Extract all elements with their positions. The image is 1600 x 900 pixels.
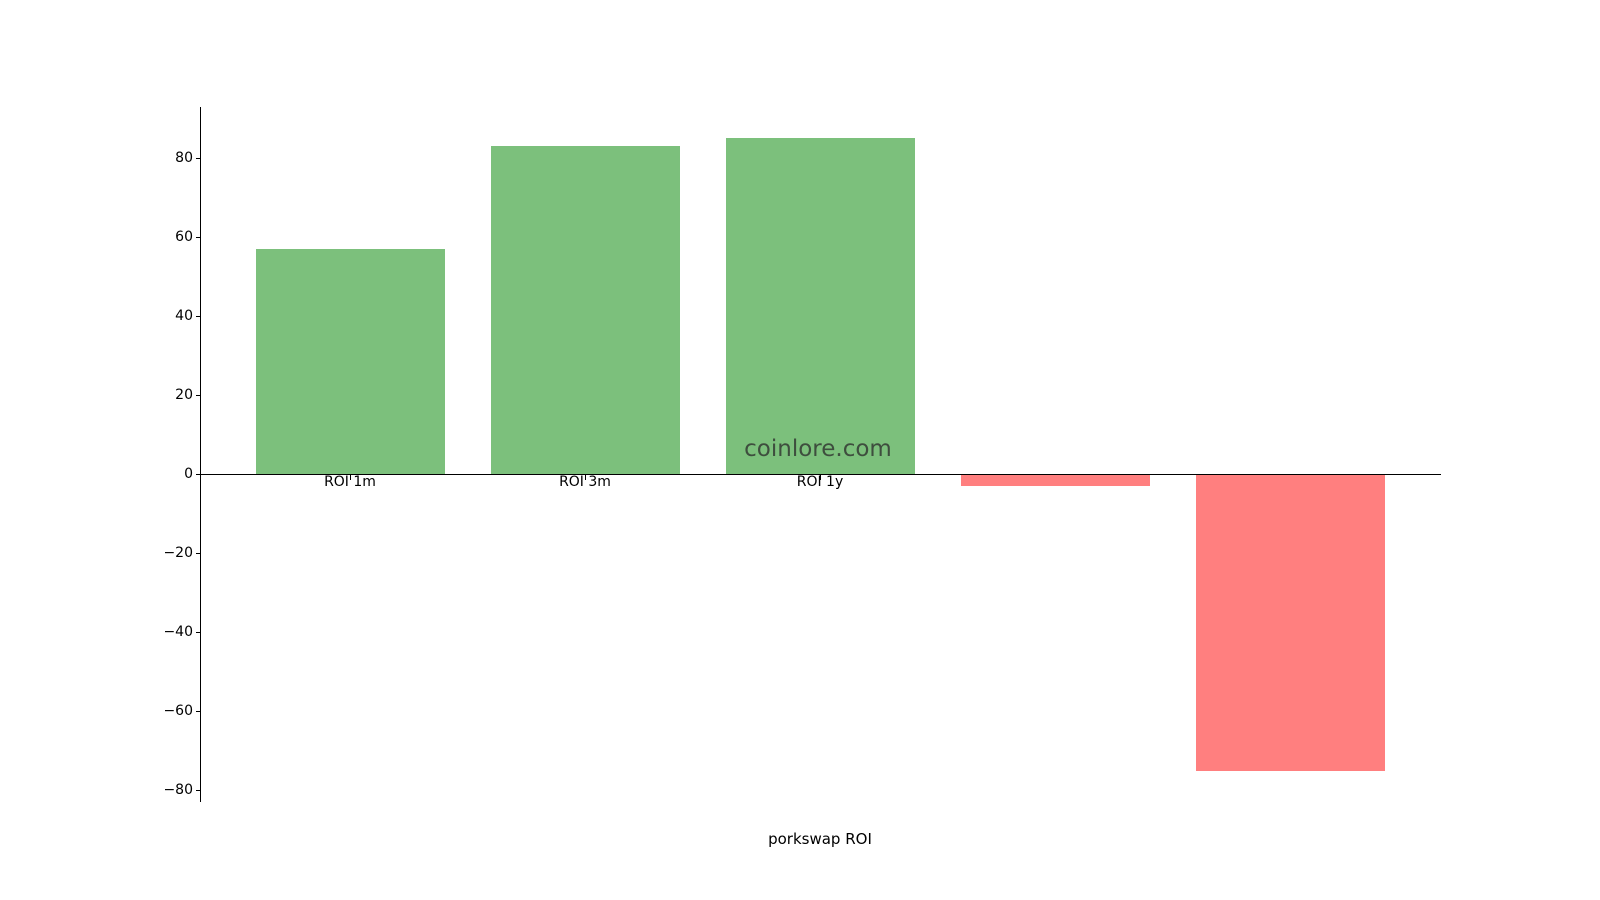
y-tick-label: 80 <box>175 150 193 166</box>
y-tick-label: −60 <box>163 703 193 719</box>
y-tick-label: 40 <box>175 308 193 324</box>
y-tick-mark <box>196 395 200 396</box>
bar-unlabeled-4 <box>1195 475 1385 772</box>
x-axis-line <box>200 474 1441 475</box>
y-tick-label: 0 <box>184 466 193 482</box>
x-tick-label: ROI 3m <box>559 474 611 490</box>
x-tick-label: ROI 1y <box>796 474 844 490</box>
y-tick-mark <box>196 711 200 712</box>
y-tick-mark <box>196 316 200 317</box>
y-tick-label: 20 <box>175 387 193 403</box>
x-tick-label: ROI 1m <box>324 474 376 490</box>
y-tick-label: −40 <box>163 624 193 640</box>
y-tick-mark <box>196 790 200 791</box>
y-tick-mark <box>196 158 200 159</box>
y-tick-label: −20 <box>163 545 193 561</box>
bar-unlabeled-3 <box>960 475 1150 487</box>
bar-roi-1m <box>255 248 445 474</box>
y-tick-mark <box>196 632 200 633</box>
x-axis-title: porkswap ROI <box>768 830 872 848</box>
x-tick-mark <box>820 475 821 480</box>
bar-roi-1y <box>725 138 915 474</box>
y-tick-mark <box>196 237 200 238</box>
y-tick-label: 60 <box>175 229 193 245</box>
bar-roi-3m <box>490 146 680 474</box>
x-tick-mark <box>350 475 351 480</box>
y-axis-spine <box>200 107 201 802</box>
y-tick-label: −80 <box>163 782 193 798</box>
y-tick-mark <box>196 474 200 475</box>
x-tick-mark <box>585 475 586 480</box>
watermark-text: coinlore.com <box>744 436 892 462</box>
y-tick-mark <box>196 553 200 554</box>
